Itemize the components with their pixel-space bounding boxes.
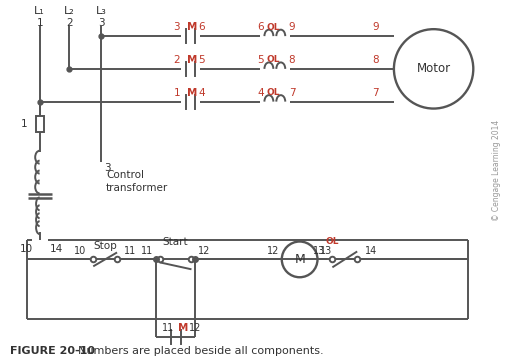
- Text: 11: 11: [124, 247, 136, 256]
- Text: L₂: L₂: [64, 6, 75, 16]
- Text: Motor: Motor: [417, 62, 451, 75]
- Text: transformer: transformer: [106, 183, 168, 193]
- Text: 4: 4: [257, 88, 264, 98]
- Text: 14: 14: [50, 244, 63, 255]
- Text: Stop: Stop: [93, 242, 117, 252]
- Text: FIGURE 20-10: FIGURE 20-10: [10, 346, 95, 356]
- Text: 3: 3: [98, 18, 104, 28]
- Text: 14: 14: [365, 247, 377, 256]
- Text: 2: 2: [173, 55, 180, 65]
- Text: 11: 11: [162, 323, 174, 333]
- Text: 7: 7: [372, 88, 379, 98]
- Text: 5: 5: [257, 55, 264, 65]
- Text: M: M: [294, 253, 305, 266]
- Text: 10: 10: [74, 247, 86, 256]
- Text: 3: 3: [104, 163, 111, 173]
- Text: OL: OL: [267, 88, 280, 97]
- Text: © Cengage Learning 2014: © Cengage Learning 2014: [492, 119, 500, 221]
- Text: M: M: [187, 55, 197, 65]
- Text: M: M: [187, 88, 197, 98]
- Text: 3: 3: [173, 22, 180, 32]
- Text: 9: 9: [288, 22, 296, 32]
- Text: 8: 8: [372, 55, 379, 65]
- Text: 6: 6: [257, 22, 264, 32]
- Text: 6: 6: [198, 22, 205, 32]
- Text: 5: 5: [198, 55, 205, 65]
- Text: 12: 12: [267, 247, 280, 256]
- Text: Numbers are placed beside all components.: Numbers are placed beside all components…: [71, 346, 324, 356]
- Text: L₃: L₃: [96, 6, 106, 16]
- Text: 7: 7: [288, 88, 296, 98]
- Text: 1: 1: [37, 18, 43, 28]
- Text: M: M: [177, 323, 188, 333]
- Text: 8: 8: [288, 55, 296, 65]
- Text: 11: 11: [140, 247, 153, 256]
- Text: 13: 13: [319, 247, 332, 256]
- Text: OL: OL: [267, 23, 280, 32]
- Text: M: M: [187, 22, 197, 32]
- Text: Control: Control: [106, 170, 144, 180]
- Text: OL: OL: [325, 237, 339, 246]
- Text: 1: 1: [173, 88, 180, 98]
- Text: Start: Start: [163, 236, 189, 247]
- Text: 9: 9: [372, 22, 379, 32]
- Bar: [35, 117, 44, 132]
- Text: 13: 13: [313, 247, 325, 256]
- Text: 12: 12: [189, 323, 201, 333]
- Text: 12: 12: [198, 247, 211, 256]
- Text: 4: 4: [198, 88, 205, 98]
- Text: OL: OL: [267, 56, 280, 64]
- Text: 2: 2: [66, 18, 73, 28]
- Text: L₁: L₁: [34, 6, 45, 16]
- Text: 1: 1: [21, 119, 28, 130]
- Text: 10: 10: [20, 244, 33, 255]
